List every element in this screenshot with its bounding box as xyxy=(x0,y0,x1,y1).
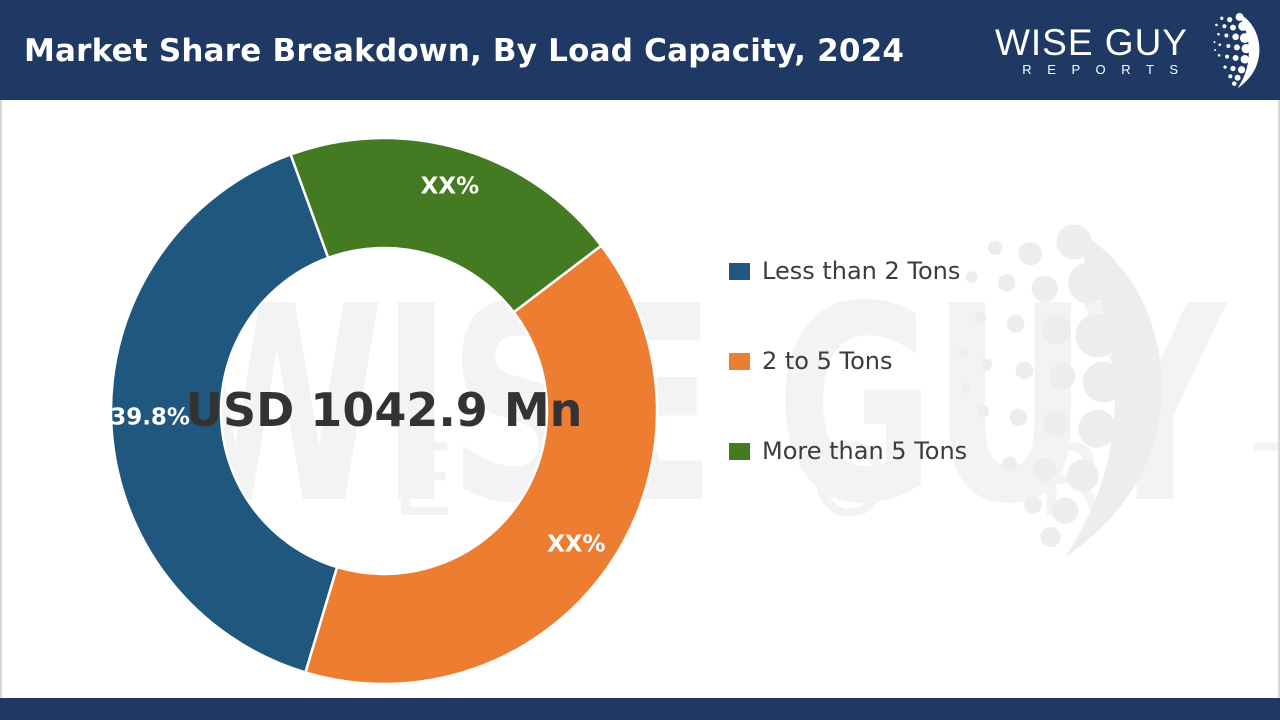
face-dots-icon xyxy=(1198,9,1264,91)
segment-label-2: XX% xyxy=(421,173,480,199)
donut-segment-0 xyxy=(109,152,339,675)
brand-logo: WISE GUY R E P O R T S xyxy=(995,0,1280,100)
legend-item: Less than 2 Tons xyxy=(729,256,967,286)
legend-item: More than 5 Tons xyxy=(729,436,967,466)
header-bar: Market Share Breakdown, By Load Capacity… xyxy=(0,0,1280,100)
legend-label: 2 to 5 Tons xyxy=(762,347,893,375)
segment-label-0: 39.8% xyxy=(110,405,190,431)
footer-bar xyxy=(0,698,1280,720)
legend: Less than 2 Tons 2 to 5 Tons More than 5… xyxy=(729,256,967,466)
legend-swatch-blue xyxy=(729,262,750,280)
legend-swatch-orange xyxy=(729,352,750,370)
center-value-label: USD 1042.9 Mn xyxy=(186,383,583,437)
legend-label: More than 5 Tons xyxy=(762,437,968,465)
page-title: Market Share Breakdown, By Load Capacity… xyxy=(24,33,905,69)
donut-segment-2 xyxy=(289,136,603,315)
legend-label: Less than 2 Tons xyxy=(762,257,961,285)
donut-chart: 39.8% XX% XX% USD 1042.9 Mn xyxy=(109,136,659,686)
logo-tagline: R E P O R T S xyxy=(1022,62,1184,77)
segment-label-1: XX% xyxy=(547,531,606,557)
logo-wordmark: WISE GUY xyxy=(994,22,1188,63)
legend-item: 2 to 5 Tons xyxy=(729,346,967,376)
chart-area: WISE GUY R E P O R T S 39.8%XX%XX%USD 10… xyxy=(0,100,1280,698)
donut-segment-1 xyxy=(303,243,659,686)
legend-swatch-green xyxy=(729,442,750,460)
